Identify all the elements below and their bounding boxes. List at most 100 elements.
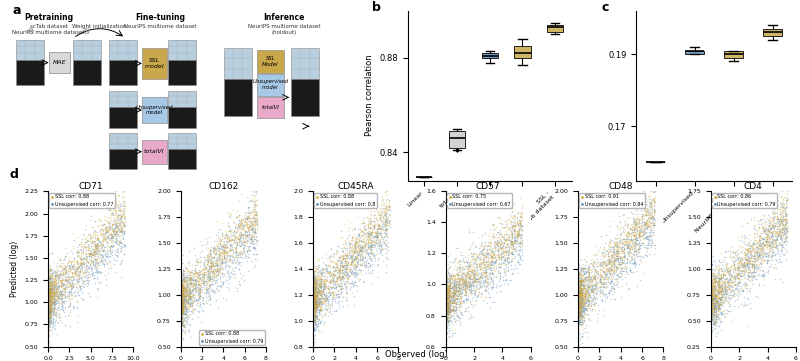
Point — [178, 311, 191, 317]
Point — [573, 293, 586, 299]
Point — [631, 249, 644, 255]
Point — [716, 292, 729, 298]
Point — [341, 264, 354, 270]
Point — [310, 309, 323, 314]
Point — [459, 272, 472, 278]
Point — [206, 264, 218, 270]
Point — [93, 251, 106, 257]
Point — [222, 258, 234, 264]
Point — [490, 247, 503, 253]
Point — [214, 249, 226, 255]
Point — [108, 235, 121, 241]
Point — [739, 234, 752, 240]
Point — [176, 288, 189, 294]
Point — [62, 276, 74, 282]
Point — [57, 307, 70, 313]
Point — [505, 238, 518, 244]
Point — [369, 229, 382, 235]
Point — [439, 281, 452, 287]
Point — [630, 248, 642, 254]
Point — [89, 261, 102, 267]
Point — [454, 296, 466, 301]
Point — [511, 240, 524, 246]
Point — [71, 248, 84, 254]
Point — [610, 277, 622, 282]
Point — [180, 291, 193, 297]
Point — [200, 266, 213, 271]
Point — [572, 306, 585, 312]
Point — [707, 288, 720, 294]
Point — [71, 266, 84, 271]
Point — [250, 231, 262, 236]
Point — [315, 314, 328, 319]
Point — [573, 306, 586, 312]
Point — [738, 261, 750, 267]
Point — [770, 216, 783, 222]
Point — [59, 282, 72, 288]
Point — [306, 290, 319, 296]
Point — [315, 277, 328, 282]
Point — [370, 240, 382, 246]
Point — [705, 304, 718, 309]
Point — [746, 258, 758, 264]
Point — [350, 234, 363, 239]
Point — [511, 227, 524, 233]
Point — [380, 234, 393, 239]
Point — [84, 235, 97, 241]
Point — [42, 293, 55, 299]
Point — [62, 289, 75, 295]
Point — [574, 302, 586, 308]
Point — [350, 288, 363, 294]
Point — [42, 299, 55, 305]
Point — [194, 271, 206, 277]
Point — [713, 281, 726, 287]
Point — [590, 262, 603, 268]
Point — [721, 280, 734, 286]
Point — [502, 259, 515, 265]
Point — [479, 287, 492, 292]
Point — [44, 281, 57, 287]
Point — [315, 284, 328, 290]
Point — [350, 262, 363, 268]
Point — [585, 303, 598, 308]
Point — [464, 271, 477, 277]
Point — [583, 277, 596, 283]
Point — [474, 259, 487, 265]
Point — [489, 260, 502, 266]
Point — [441, 291, 454, 297]
Point — [474, 284, 486, 290]
Point — [747, 259, 760, 265]
Point — [573, 299, 586, 305]
Point — [603, 266, 616, 272]
Point — [450, 279, 462, 285]
Point — [47, 267, 60, 273]
Point — [583, 284, 596, 290]
Point — [479, 269, 492, 275]
Point — [58, 289, 70, 295]
Point — [605, 252, 618, 258]
Point — [573, 285, 586, 291]
Point — [46, 298, 58, 304]
Point — [186, 276, 198, 282]
Point — [86, 246, 99, 252]
Point — [441, 307, 454, 313]
Point — [516, 252, 529, 258]
Point — [46, 295, 58, 300]
Point — [361, 240, 374, 246]
Point — [174, 275, 187, 280]
Point — [763, 242, 776, 247]
Point — [440, 301, 453, 307]
Point — [587, 257, 600, 263]
Point — [598, 270, 610, 275]
Point — [440, 282, 453, 288]
Point — [494, 231, 507, 237]
Point — [740, 256, 753, 261]
Point — [308, 288, 321, 294]
Point — [186, 283, 198, 289]
Point — [43, 291, 56, 297]
Point — [43, 290, 56, 296]
Point — [178, 297, 191, 303]
Point — [447, 283, 460, 289]
Point — [711, 291, 724, 296]
Point — [95, 232, 108, 238]
